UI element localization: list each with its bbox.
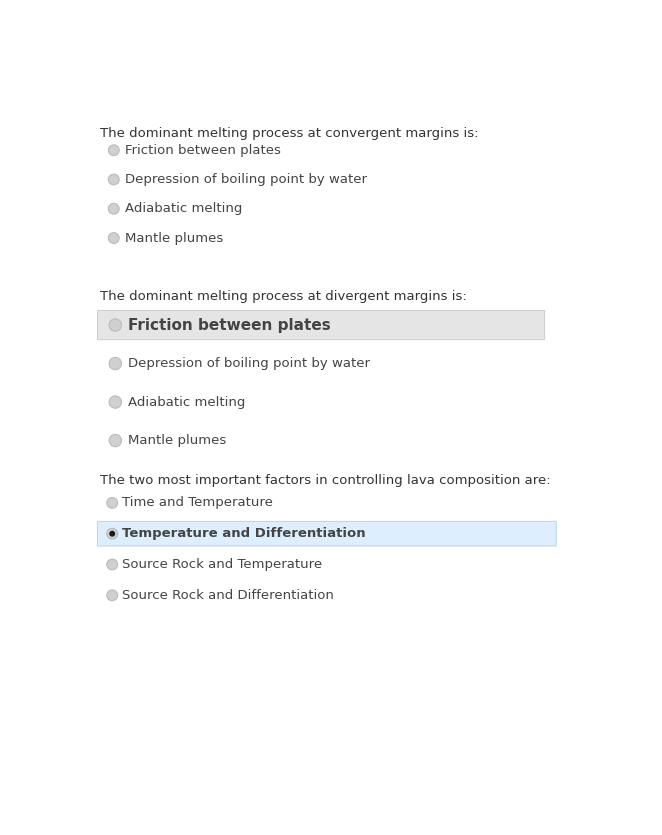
Text: The two most important factors in controlling lava composition are:: The two most important factors in contro… bbox=[100, 473, 550, 487]
Circle shape bbox=[107, 498, 118, 509]
Circle shape bbox=[109, 144, 119, 155]
Circle shape bbox=[110, 531, 115, 536]
Circle shape bbox=[109, 233, 119, 244]
FancyBboxPatch shape bbox=[97, 521, 556, 546]
Text: Source Rock and Differentiation: Source Rock and Differentiation bbox=[122, 589, 334, 602]
Text: Depression of boiling point by water: Depression of boiling point by water bbox=[128, 357, 369, 370]
Text: Mantle plumes: Mantle plumes bbox=[124, 231, 223, 245]
Text: Friction between plates: Friction between plates bbox=[128, 317, 330, 332]
Circle shape bbox=[109, 204, 119, 214]
Text: Mantle plumes: Mantle plumes bbox=[128, 434, 226, 447]
Text: Temperature and Differentiation: Temperature and Differentiation bbox=[122, 527, 366, 540]
FancyBboxPatch shape bbox=[97, 311, 545, 340]
Circle shape bbox=[107, 590, 118, 600]
Circle shape bbox=[109, 357, 122, 370]
Text: Time and Temperature: Time and Temperature bbox=[122, 497, 273, 509]
Circle shape bbox=[109, 175, 119, 185]
Text: Depression of boiling point by water: Depression of boiling point by water bbox=[124, 173, 367, 186]
Text: The dominant melting process at divergent margins is:: The dominant melting process at divergen… bbox=[100, 291, 467, 303]
Text: Adiabatic melting: Adiabatic melting bbox=[124, 202, 242, 215]
Circle shape bbox=[107, 529, 118, 539]
Text: The dominant melting process at convergent margins is:: The dominant melting process at converge… bbox=[100, 127, 479, 140]
Text: Friction between plates: Friction between plates bbox=[124, 144, 281, 157]
Text: Adiabatic melting: Adiabatic melting bbox=[128, 396, 245, 408]
Circle shape bbox=[109, 434, 122, 447]
Circle shape bbox=[107, 559, 118, 570]
Circle shape bbox=[109, 396, 122, 408]
Circle shape bbox=[109, 319, 122, 331]
Text: Source Rock and Temperature: Source Rock and Temperature bbox=[122, 558, 322, 571]
